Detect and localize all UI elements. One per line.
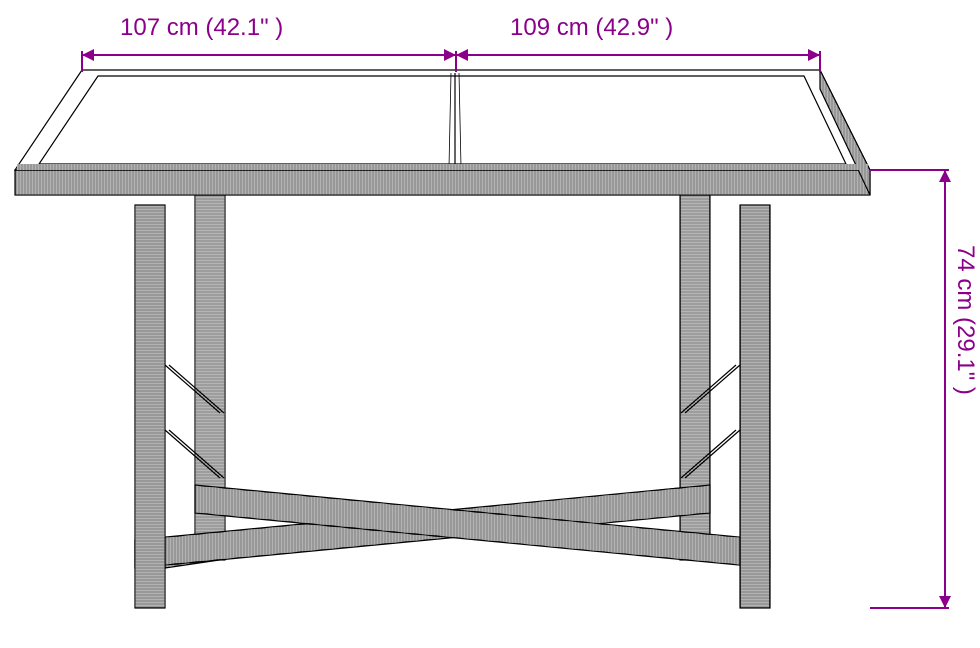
dimension-width-label: 109 cm (42.9" ) (510, 14, 673, 41)
dimension-height-label: 74 cm (29.1" ) (952, 245, 979, 395)
dimension-depth-label: 107 cm (42.1" ) (120, 14, 283, 41)
